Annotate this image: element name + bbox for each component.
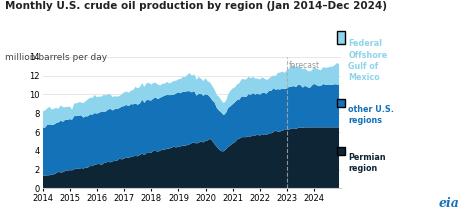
Text: Monthly U.S. crude oil production by region (Jan 2014–Dec 2024): Monthly U.S. crude oil production by reg… <box>5 1 387 11</box>
Text: million barrels per day: million barrels per day <box>5 53 107 62</box>
Text: forecast: forecast <box>289 61 320 70</box>
Text: Permian
region: Permian region <box>348 153 386 173</box>
Text: other U.S.
regions: other U.S. regions <box>348 105 394 125</box>
Text: Federal
Offshore
Gulf of
Mexico: Federal Offshore Gulf of Mexico <box>348 39 388 82</box>
Text: eia: eia <box>439 197 460 210</box>
